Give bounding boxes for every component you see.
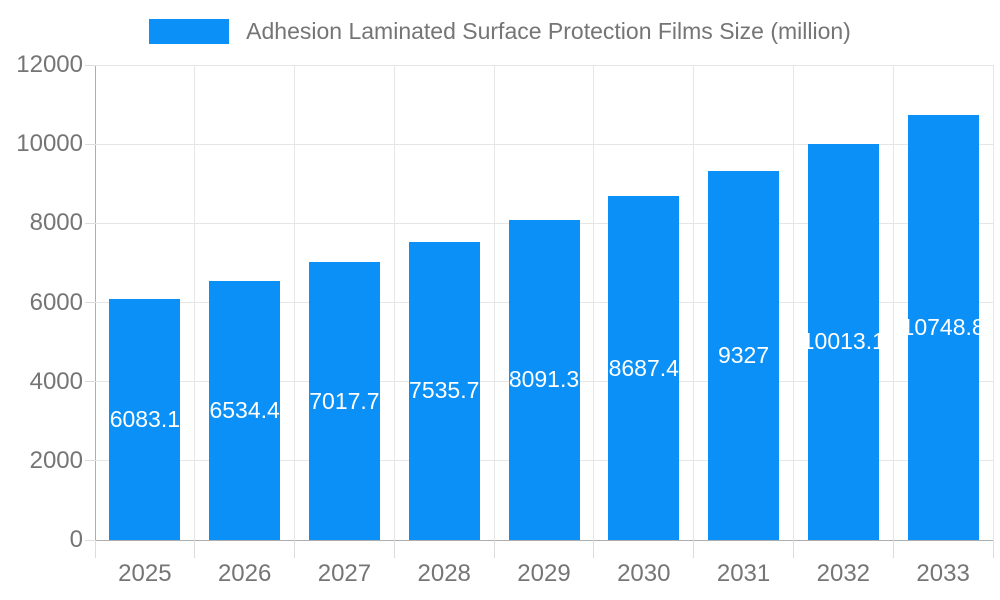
y-tick — [85, 64, 95, 66]
x-axis-label: 2029 — [517, 560, 571, 587]
chart-legend[interactable]: Adhesion Laminated Surface Protection Fi… — [0, 16, 1000, 46]
bar-value-label: 7017.7 — [309, 387, 380, 414]
bar-value-label: 8687.4 — [608, 354, 679, 381]
bar-value-label: 9327 — [717, 341, 770, 368]
bar-value-label: 10013.1 — [807, 328, 879, 355]
x-grid-line — [294, 65, 296, 540]
x-tick — [194, 540, 196, 558]
bar[interactable]: 9327 — [708, 170, 780, 540]
bar[interactable]: 8687.4 — [608, 196, 680, 540]
x-tick — [393, 540, 395, 558]
x-tick — [693, 540, 695, 558]
y-tick-label: 2000 — [29, 446, 83, 474]
bar[interactable]: 7017.7 — [308, 262, 380, 540]
x-grid-line — [194, 65, 196, 540]
x-axis-label: 2032 — [816, 560, 871, 587]
x-axis-label: 2025 — [118, 560, 172, 587]
bar[interactable]: 7535.7 — [408, 241, 480, 540]
y-tick — [85, 381, 95, 383]
bar-value-label: 10748.8 — [907, 313, 979, 340]
y-tick-label: 10000 — [16, 130, 83, 158]
bar[interactable]: 6534.4 — [209, 281, 281, 540]
bar-value-label: 6083.1 — [109, 406, 181, 433]
bar[interactable]: 8091.3 — [508, 219, 580, 540]
x-axis-label: 2033 — [916, 560, 970, 587]
y-tick-label: 4000 — [29, 367, 83, 395]
bar[interactable]: 10748.8 — [907, 114, 979, 540]
x-axis-label: 2030 — [617, 560, 671, 587]
y-tick — [85, 539, 95, 541]
x-tick — [94, 540, 96, 558]
bar-value-label: 8091.3 — [508, 366, 580, 393]
x-axis-label: 2026 — [217, 560, 272, 587]
y-tick-label: 12000 — [16, 51, 83, 78]
bar-value-label: 7535.7 — [409, 377, 480, 404]
x-tick — [892, 540, 894, 558]
y-tick-label: 6000 — [29, 288, 83, 316]
y-tick-label: 8000 — [29, 209, 83, 237]
y-grid-line — [95, 143, 993, 145]
y-tick — [85, 460, 95, 462]
x-tick — [294, 540, 296, 558]
x-grid-line — [992, 65, 994, 540]
y-tick — [85, 222, 95, 224]
x-tick — [593, 540, 595, 558]
x-tick — [992, 540, 994, 558]
plot-area — [95, 65, 994, 541]
x-grid-line — [892, 65, 894, 540]
y-tick — [85, 302, 95, 303]
x-tick — [792, 540, 794, 558]
x-axis-label: 2031 — [716, 560, 771, 587]
y-tick-label: 0 — [69, 526, 83, 553]
x-tick — [493, 540, 495, 558]
bar-value-label: 6534.4 — [209, 397, 280, 424]
x-grid-line — [493, 65, 495, 540]
legend-swatch[interactable] — [149, 18, 230, 44]
legend-label[interactable]: Adhesion Laminated Surface Protection Fi… — [246, 17, 851, 44]
x-grid-line — [693, 65, 695, 540]
y-tick — [85, 143, 95, 145]
bar[interactable]: 10013.1 — [807, 143, 879, 540]
x-grid-line — [593, 65, 595, 540]
y-grid-line — [95, 64, 993, 66]
x-grid-line — [393, 65, 395, 540]
x-axis-label: 2027 — [317, 560, 372, 587]
x-axis-label: 2028 — [417, 560, 471, 587]
x-grid-line — [792, 65, 794, 540]
bar[interactable]: 6083.1 — [109, 299, 181, 540]
